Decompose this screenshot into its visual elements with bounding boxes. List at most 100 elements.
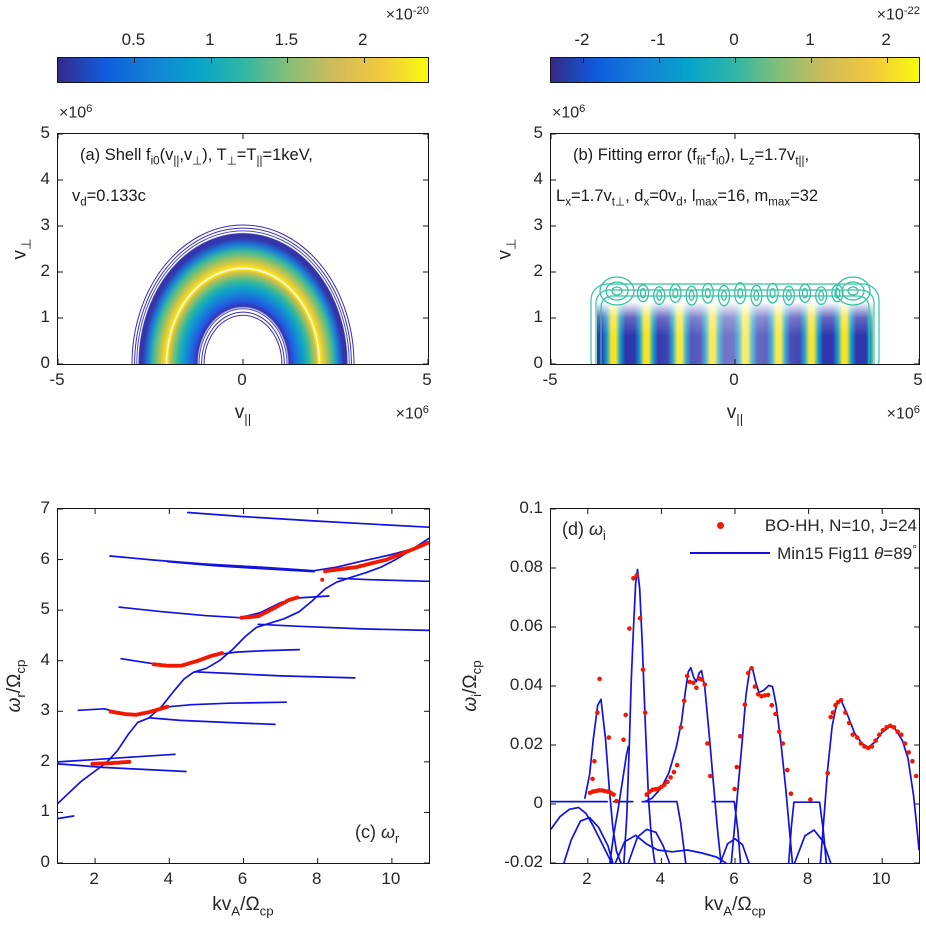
fitting-error-contour-group: [590, 276, 880, 364]
y-tick-label: 2: [533, 261, 543, 280]
y-tick-label: 0.08: [509, 557, 543, 576]
legend-label-bo-hh: BO-HH, N=10, J=24: [764, 515, 917, 535]
x-tick-label: 6: [237, 869, 248, 888]
colorbar-tick-label: 1.5: [274, 30, 299, 49]
y-tick-label: 2: [40, 261, 50, 280]
plot-b-title-line1: (b) Fitting error (ffit-fi0), Lz=1.7vt||…: [573, 146, 810, 168]
y-tick-label: 1: [40, 307, 50, 326]
y-tick-label: 2: [40, 750, 50, 770]
plot-b-x-exponent: ×106: [886, 404, 920, 423]
y-tick-label: 0: [40, 852, 50, 871]
x-tick-label: 8: [311, 869, 322, 888]
colorbar-b-exponent: ×10-22: [876, 5, 920, 24]
y-tick-label: -0.02: [504, 852, 543, 871]
colorbar-tick-label: 1: [805, 30, 815, 49]
plot-a-title-line2: vd=0.133c: [72, 187, 146, 209]
plot-d-ylabel: ωi/Ωcp: [459, 660, 485, 712]
plot-b-title-line2: Lx=1.7vt⊥, dx=0vd, lmax=16, mmax=32: [556, 187, 819, 209]
colorbar-tick: [210, 58, 212, 63]
plot-a-y-exponent: ×106: [59, 103, 93, 122]
y-tick-label: 1: [533, 307, 543, 326]
y-tick-label: 1: [40, 801, 50, 821]
colorbar-tick-label: -1: [650, 30, 666, 49]
colorbar-tick: [582, 58, 584, 63]
y-tick-label: 0.04: [509, 675, 543, 694]
y-tick-label: 5: [40, 123, 50, 142]
colorbar-a-exponent: ×10-20: [385, 5, 429, 24]
plot-c-axes: [57, 508, 430, 864]
colorbar-a: [57, 57, 429, 83]
x-tick-label: 0: [237, 370, 247, 389]
x-tick-label: 10: [381, 869, 401, 888]
colorbar-tick-label: 2: [881, 30, 891, 49]
teal-end-loops: [599, 276, 871, 306]
y-tick-label: 5: [40, 599, 50, 619]
x-tick-label: 4: [655, 869, 666, 888]
x-tick-label: 6: [729, 869, 739, 888]
tick-marks: [551, 134, 919, 364]
plot-d-curves: [551, 509, 919, 863]
dispersion-curves: [551, 568, 919, 863]
x-tick-label: -5: [49, 370, 65, 389]
colorbar-tick: [735, 58, 736, 63]
legend-label-min15: Min15 Fig11 θ=89°: [777, 541, 917, 563]
x-tick-label: 2: [89, 869, 99, 888]
y-tick-label: 0.06: [509, 616, 543, 635]
colorbar-tick-label: 0: [729, 30, 739, 49]
y-tick-label: 4: [40, 169, 50, 188]
legend-row-bo-hh: BO-HH, N=10, J=24: [614, 512, 917, 539]
y-tick-label: 0: [533, 793, 543, 812]
y-tick-label: 4: [533, 169, 543, 188]
y-tick-label: 7: [40, 498, 50, 517]
legend-red-dot-marker: [684, 522, 758, 529]
colorbar-tick-label: 2: [358, 30, 368, 49]
y-tick-label: 3: [40, 700, 50, 720]
plot-a-axes: [57, 133, 429, 365]
y-tick-label: 0.1: [519, 498, 543, 517]
legend-row-min15: Min15 Fig11 θ=89°: [614, 539, 917, 566]
y-tick-label: 0.02: [509, 734, 543, 753]
colorbar-tick-label: -2: [574, 30, 590, 49]
teal-loop-row: [636, 282, 844, 307]
plot-a-title-line1: (a) Shell fi0(v||,v⊥), T⊥=T||=1keV,: [80, 146, 313, 168]
colorbar-b: [550, 57, 920, 83]
plot-b-y-exponent: ×106: [552, 103, 586, 122]
x-tick-label: 8: [802, 869, 813, 888]
colorbar-tick: [811, 58, 813, 63]
plot-d-legend: BO-HH, N=10, J=24 Min15 Fig11 θ=89°: [614, 512, 917, 566]
plot-b-contours: [551, 134, 919, 364]
x-tick-label: 10: [871, 869, 891, 888]
tick-marks: [58, 134, 428, 364]
plot-d-axes: [550, 508, 920, 864]
plot-d-xlabel: kvA/Ωcp: [704, 894, 766, 919]
colorbar-tick-label: 1: [205, 30, 215, 49]
tick-marks: [58, 509, 429, 863]
plot-c-curves: [58, 509, 429, 863]
red-data-points: [90, 540, 429, 766]
y-tick-label: 5: [533, 123, 543, 142]
x-tick-label: 0: [729, 370, 739, 389]
y-tick-label: 0: [40, 353, 50, 372]
plot-b-xlabel: v||: [726, 402, 744, 427]
shell-contour-group: [131, 224, 355, 364]
plot-c-inset-label: (c) ωr: [355, 822, 400, 847]
x-tick-label: 5: [422, 370, 432, 389]
x-tick-label: 5: [913, 370, 923, 389]
plot-a-xlabel: v||: [234, 402, 252, 427]
colorbar-tick: [287, 58, 289, 63]
plot-c-xlabel: kvA/Ωcp: [212, 894, 274, 919]
plot-a-x-exponent: ×106: [395, 404, 429, 423]
red-data-points: [587, 573, 919, 804]
legend-blue-line-marker: [690, 551, 771, 554]
colorbar-tick: [658, 58, 660, 63]
y-tick-label: 3: [40, 215, 50, 234]
colorbar-tick: [887, 58, 889, 63]
colorbar-tick-label: 0.5: [121, 30, 146, 49]
y-tick-label: 4: [40, 649, 50, 669]
x-tick-label: -5: [542, 370, 558, 389]
x-tick-label: 4: [163, 869, 174, 888]
y-tick-label: 0: [533, 353, 543, 372]
y-tick-label: 3: [533, 215, 543, 234]
y-tick-label: 6: [40, 548, 50, 568]
